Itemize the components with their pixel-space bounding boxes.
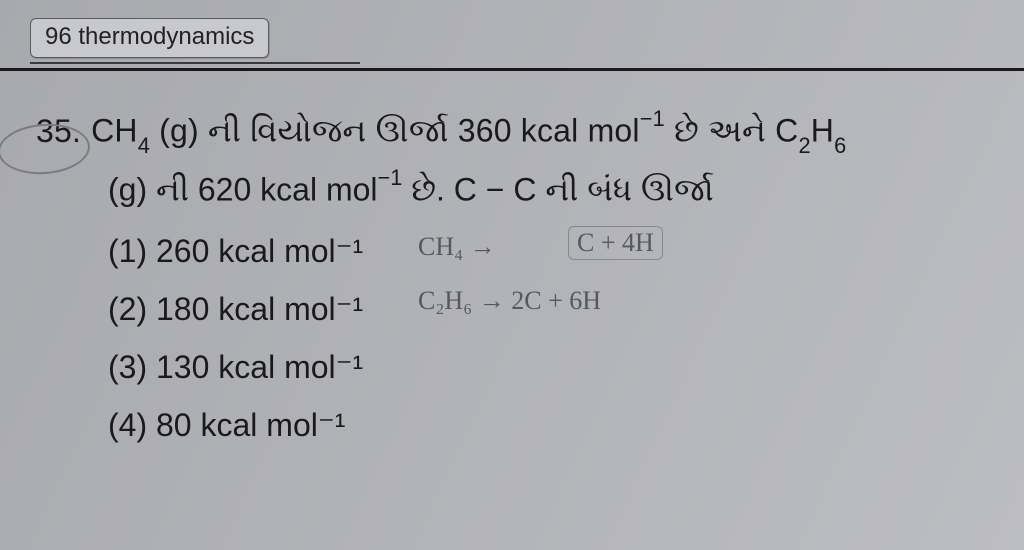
formula-sub: 4 <box>138 133 150 158</box>
pencil-note-1: CH₄ → <box>418 232 496 262</box>
option-2-text: (2) 180 kcal mol⁻¹ <box>108 291 363 327</box>
formula-ch: CH <box>91 113 138 149</box>
question-line-1: 35. CH4 (g) ની વિયોજન ઊર્જા 360 kcal mol… <box>36 110 994 155</box>
q-sub2: 2 <box>798 133 810 158</box>
page-container: 96 thermodynamics 35. CH4 (g) ની વિયોજન … <box>0 0 1024 444</box>
option-3: (3) 130 kcal mol⁻¹ <box>108 348 994 386</box>
option-1-text: (1) 260 kcal mol⁻¹ <box>108 233 363 269</box>
chapter-label: 96 thermodynamics <box>45 23 254 50</box>
q2-sup: −1 <box>378 165 403 190</box>
option-4: (4) 80 kcal mol⁻¹ <box>108 406 994 444</box>
q2-prefix: (g) ની 620 kcal mol <box>108 172 378 208</box>
q-mid2: છે અને C <box>665 113 799 149</box>
pencil-note-2: C + 4H <box>568 226 663 260</box>
horizontal-rule <box>0 68 1024 71</box>
option-3-text: (3) 130 kcal mol⁻¹ <box>108 349 363 385</box>
pencil-note-3: C₂H₆ → 2C + 6H <box>418 286 601 316</box>
chapter-chip: 96 thermodynamics <box>30 18 269 58</box>
q-sup1: −1 <box>640 106 665 131</box>
q2-suffix: છે. C − C ની બંધ ઊર્જા <box>402 172 713 208</box>
option-1: (1) 260 kcal mol⁻¹ CH₄ → C + 4H <box>108 232 994 270</box>
q-mid1: (g) ની વિયોજન ઊર્જા 360 kcal mol <box>150 113 640 149</box>
chip-underline <box>30 62 360 64</box>
option-4-text: (4) 80 kcal mol⁻¹ <box>108 407 345 443</box>
question-block: 35. CH4 (g) ની વિયોજન ઊર્જા 360 kcal mol… <box>30 110 994 444</box>
options-list: (1) 260 kcal mol⁻¹ CH₄ → C + 4H (2) 180 … <box>108 232 994 444</box>
q-text: CH4 (g) ની વિયોજન ઊર્જા 360 kcal mol−1 છ… <box>91 110 846 155</box>
question-line-2: (g) ની 620 kcal mol−1 છે. C − C ની બંધ ઊ… <box>108 169 994 210</box>
option-2: (2) 180 kcal mol⁻¹ C₂H₆ → 2C + 6H <box>108 290 994 328</box>
question-number: 35. <box>36 113 81 150</box>
q-mid3: H <box>811 113 834 149</box>
q-sub3: 6 <box>834 133 846 158</box>
